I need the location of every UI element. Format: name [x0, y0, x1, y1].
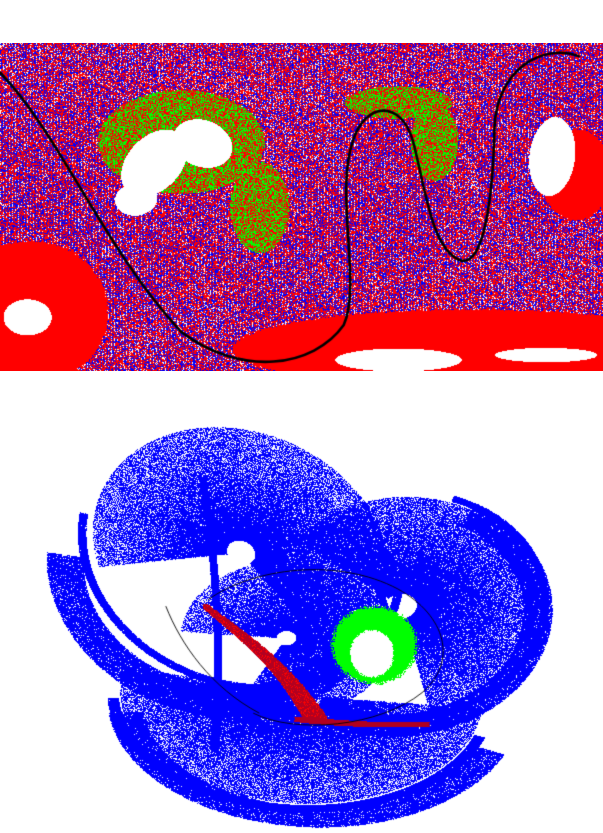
three-dimensional-surface-canvas	[0, 405, 603, 833]
panel-global-field-map	[0, 43, 603, 371]
panel-three-dimensional-surface	[0, 405, 603, 833]
global-field-map-canvas	[0, 43, 603, 371]
